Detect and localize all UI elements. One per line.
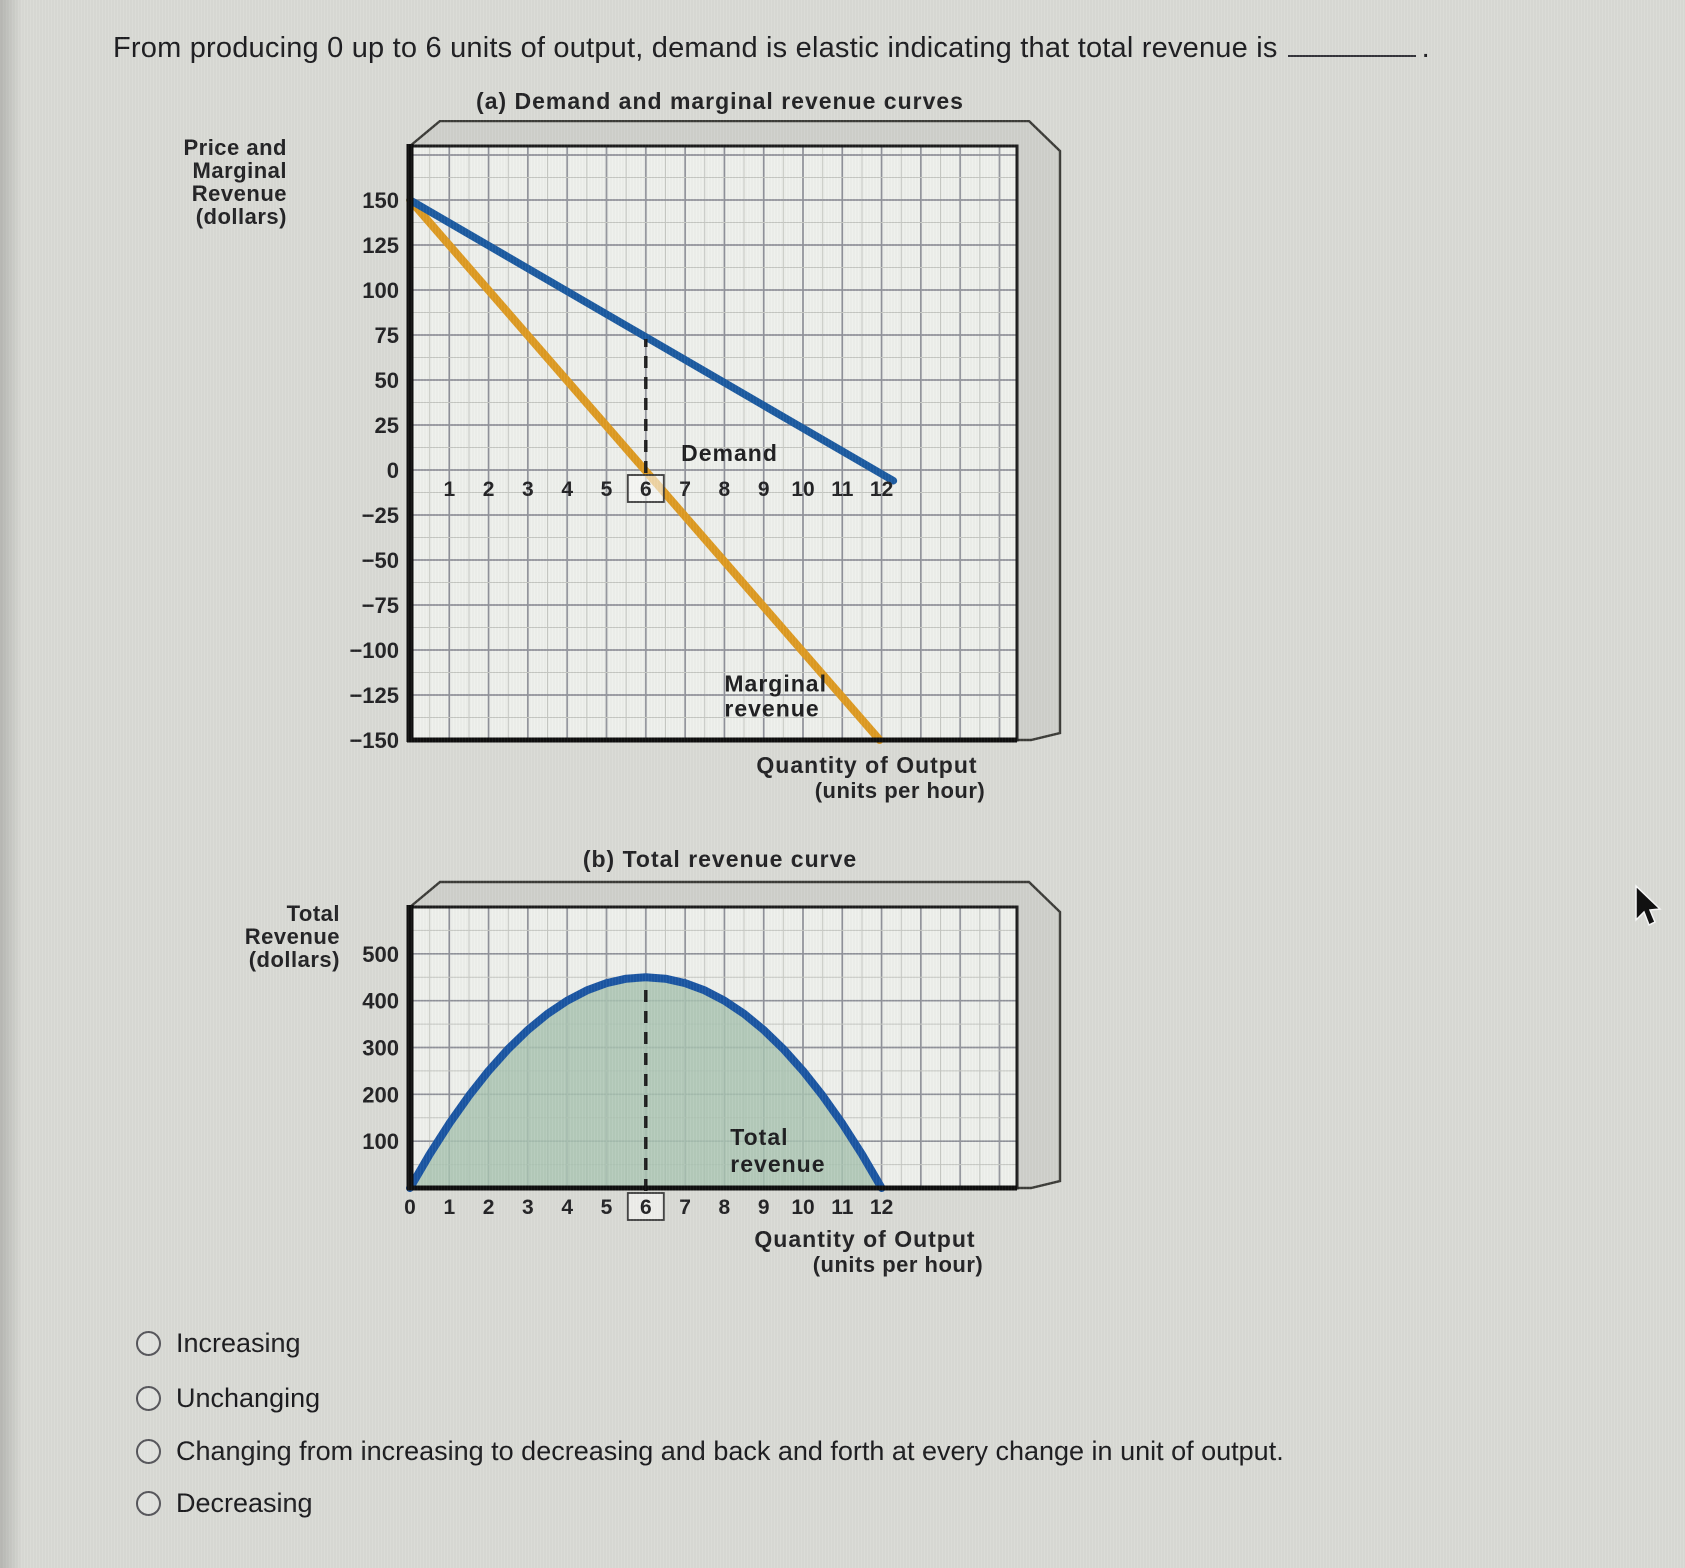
chart-b-ylabel-line2: Revenue (244, 924, 340, 949)
chart-b-xlabel: Quantity of Output (754, 1226, 976, 1252)
chart-a-canvas: 1 2 3 4 5 6 7 8 9 10 11 12 150 125 100 75 50 25 0 −25 −50 −75… (300, 120, 1075, 770)
option-unchanging[interactable]: Unchanging (136, 1381, 320, 1415)
option-changing[interactable]: Changing from increasing to decreasing a… (136, 1434, 1284, 1468)
svg-text:400: 400 (362, 989, 399, 1014)
chart-b-title: (b) Total revenue curve (582, 846, 858, 872)
answer-blank (1287, 20, 1416, 57)
svg-text:10: 10 (791, 478, 814, 501)
svg-text:0: 0 (387, 458, 399, 483)
svg-text:2: 2 (483, 478, 495, 501)
question-text: From producing 0 up to 6 units of output… (113, 20, 1613, 65)
option-label[interactable]: Changing from increasing to decreasing a… (176, 1435, 1284, 1466)
svg-text:25: 25 (375, 413, 399, 438)
option-label[interactable]: Decreasing (176, 1487, 313, 1518)
svg-text:9: 9 (758, 1196, 770, 1219)
chart-b-ylabel-line3: (dollars) (248, 947, 340, 972)
svg-text:5: 5 (601, 478, 613, 501)
svg-text:9: 9 (758, 478, 770, 501)
svg-text:12: 12 (870, 1196, 893, 1219)
question-suffix: . (1421, 31, 1430, 64)
svg-text:300: 300 (362, 1036, 399, 1061)
svg-text:200: 200 (362, 1082, 399, 1107)
chart-b-ylabel-line1: Total (286, 901, 340, 926)
option-increasing[interactable]: Increasing (136, 1326, 301, 1360)
svg-text:0: 0 (404, 1196, 416, 1219)
svg-text:−50: −50 (362, 548, 399, 573)
chart-b-canvas: 0 1 2 3 4 5 6 7 8 9 10 11 12 500 400 300 200 100 Total reve… (300, 860, 1075, 1280)
chart-a-xlabel-sub: (units per hour) (814, 778, 986, 803)
chart-a-svg: 1 2 3 4 5 6 7 8 9 10 11 121501251007550250−25−50−75… (349, 120, 1062, 753)
svg-text:−150: −150 (349, 728, 399, 753)
radio-button-icon[interactable] (136, 1385, 161, 1411)
chart-a-ylabel-line4: (dollars) (195, 204, 287, 229)
svg-text:Total: Total (730, 1124, 788, 1150)
svg-text:11: 11 (831, 1196, 854, 1219)
svg-text:6: 6 (640, 478, 652, 501)
option-decreasing[interactable]: Decreasing (136, 1486, 313, 1520)
svg-text:−125: −125 (349, 683, 399, 708)
svg-text:100: 100 (362, 1129, 399, 1154)
chart-a-ylabel-line3: Revenue (191, 181, 287, 206)
svg-text:revenue: revenue (724, 695, 819, 721)
svg-text:12: 12 (870, 478, 893, 501)
svg-text:3: 3 (522, 478, 534, 501)
chart-b-xlabel-sub: (units per hour) (812, 1252, 984, 1277)
svg-text:1: 1 (443, 1196, 455, 1219)
svg-text:Marginal: Marginal (724, 670, 827, 696)
svg-text:100: 100 (362, 278, 399, 303)
svg-text:5: 5 (601, 1196, 613, 1219)
chart-a-xlabel: Quantity of Output (756, 752, 978, 778)
radio-button-icon[interactable] (136, 1490, 161, 1516)
radio-button-icon[interactable] (136, 1438, 161, 1464)
svg-text:7: 7 (679, 478, 691, 501)
svg-text:150: 150 (362, 188, 399, 213)
svg-text:7: 7 (679, 1196, 691, 1219)
svg-text:50: 50 (375, 368, 399, 393)
question-stem: From producing 0 up to 6 units of output… (113, 31, 1278, 64)
chart-b-ylabel: Total Revenue (dollars) (140, 902, 340, 971)
svg-text:500: 500 (362, 942, 399, 967)
svg-text:4: 4 (561, 1196, 573, 1219)
chart-a-ylabel-line2: Marginal (192, 158, 287, 183)
svg-text:Demand: Demand (681, 440, 778, 466)
svg-text:revenue: revenue (730, 1151, 825, 1177)
chart-a-ylabel-line1: Price and (183, 135, 287, 160)
radio-button-icon[interactable] (136, 1330, 161, 1356)
svg-text:10: 10 (791, 1196, 814, 1219)
svg-text:−75: −75 (362, 593, 399, 618)
svg-text:8: 8 (719, 478, 731, 501)
svg-text:11: 11 (831, 478, 854, 501)
svg-text:3: 3 (522, 1196, 534, 1219)
svg-text:6: 6 (640, 1196, 652, 1219)
svg-text:2: 2 (483, 1196, 495, 1219)
option-label[interactable]: Unchanging (176, 1382, 321, 1413)
svg-text:125: 125 (362, 233, 399, 258)
svg-text:8: 8 (719, 1196, 731, 1219)
mouse-cursor-icon (1635, 884, 1662, 927)
svg-text:−25: −25 (362, 503, 399, 528)
svg-text:−100: −100 (349, 638, 399, 663)
option-label[interactable]: Increasing (176, 1327, 301, 1358)
svg-text:4: 4 (561, 478, 573, 501)
chart-a-title: (a) Demand and marginal revenue curves (476, 88, 964, 114)
svg-text:75: 75 (375, 323, 399, 348)
chart-a-ylabel: Price and Marginal Revenue (dollars) (97, 136, 287, 228)
svg-text:1: 1 (443, 478, 455, 501)
